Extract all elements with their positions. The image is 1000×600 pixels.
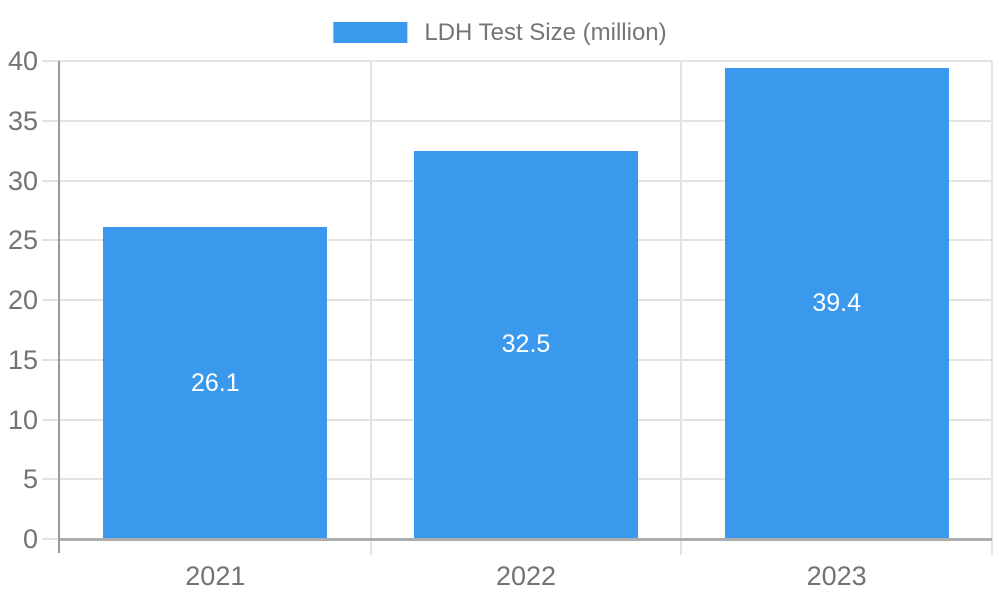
x-tick-label: 2022 [495, 561, 557, 591]
legend-swatch [333, 22, 408, 43]
x-tick-label: 2021 [185, 561, 246, 591]
y-tick-label: 20 [7, 285, 38, 315]
y-tick-label: 0 [22, 524, 38, 554]
x-gridline [680, 61, 683, 555]
y-tick-label: 15 [7, 344, 38, 375]
x-gridline [991, 61, 993, 555]
x-tick-label: 2023 [806, 561, 867, 591]
x-axis-line [60, 538, 992, 541]
y-gridline [42, 119, 992, 122]
y-gridline [42, 60, 992, 62]
y-axis-line [58, 61, 60, 553]
y-tick-label: 40 [7, 46, 38, 76]
bar-value-label: 26.1 [190, 368, 240, 397]
y-tick-label: 5 [22, 464, 38, 495]
bar-value-label: 32.5 [501, 330, 551, 359]
legend-label: LDH Test Size (million) [424, 19, 667, 46]
legend-item[interactable]: LDH Test Size (million) [333, 19, 667, 46]
y-tick-label: 25 [7, 225, 38, 256]
bar-2022[interactable]: 32.5 [414, 150, 638, 539]
plot-area: 26.1 32.5 39.4 0 5 10 15 20 25 30 35 40 2021 2022 20… [8, 46, 993, 591]
x-gridline [369, 61, 372, 555]
bar-2023[interactable]: 39.4 [724, 68, 949, 539]
bar-value-label: 39.4 [812, 289, 861, 318]
y-tick-label: 30 [7, 165, 38, 196]
y-tick-label: 35 [7, 105, 38, 136]
bar-2021[interactable]: 26.1 [103, 227, 328, 539]
y-tick-label: 10 [7, 404, 38, 435]
